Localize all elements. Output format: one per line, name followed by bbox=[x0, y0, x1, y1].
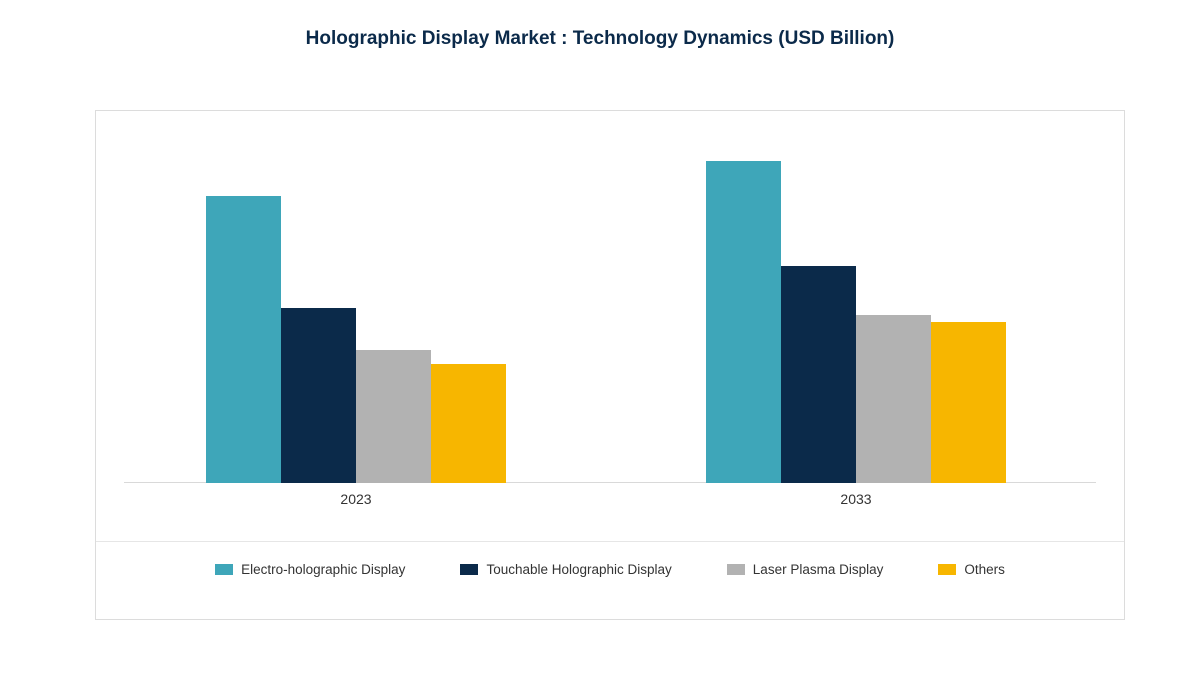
cluster-1 bbox=[706, 161, 1006, 483]
bar-0-2 bbox=[356, 350, 431, 483]
legend-item-2: Laser Plasma Display bbox=[727, 562, 884, 577]
bar-1-0 bbox=[706, 161, 781, 483]
bar-0-1 bbox=[281, 308, 356, 483]
bar-1-2 bbox=[856, 315, 931, 483]
bar-0-3 bbox=[431, 364, 506, 483]
chart-title: Holographic Display Market : Technology … bbox=[0, 0, 1200, 60]
legend-item-0: Electro-holographic Display bbox=[215, 562, 405, 577]
chart-box: 2023 2033 Electro-holographic Display To… bbox=[95, 110, 1125, 620]
legend-swatch-1 bbox=[460, 564, 478, 575]
legend-label-1: Touchable Holographic Display bbox=[486, 562, 671, 577]
x-label-1: 2033 bbox=[840, 491, 871, 507]
legend-label-2: Laser Plasma Display bbox=[753, 562, 884, 577]
legend-swatch-3 bbox=[938, 564, 956, 575]
bar-1-1 bbox=[781, 266, 856, 483]
legend-item-1: Touchable Holographic Display bbox=[460, 562, 671, 577]
bar-1-3 bbox=[931, 322, 1006, 483]
cluster-0 bbox=[206, 196, 506, 483]
x-label-0: 2023 bbox=[340, 491, 371, 507]
legend-item-3: Others bbox=[938, 562, 1005, 577]
legend: Electro-holographic Display Touchable Ho… bbox=[96, 541, 1124, 577]
plot-area bbox=[96, 133, 1124, 483]
legend-label-0: Electro-holographic Display bbox=[241, 562, 405, 577]
legend-label-3: Others bbox=[964, 562, 1005, 577]
legend-swatch-0 bbox=[215, 564, 233, 575]
legend-swatch-2 bbox=[727, 564, 745, 575]
bar-0-0 bbox=[206, 196, 281, 483]
